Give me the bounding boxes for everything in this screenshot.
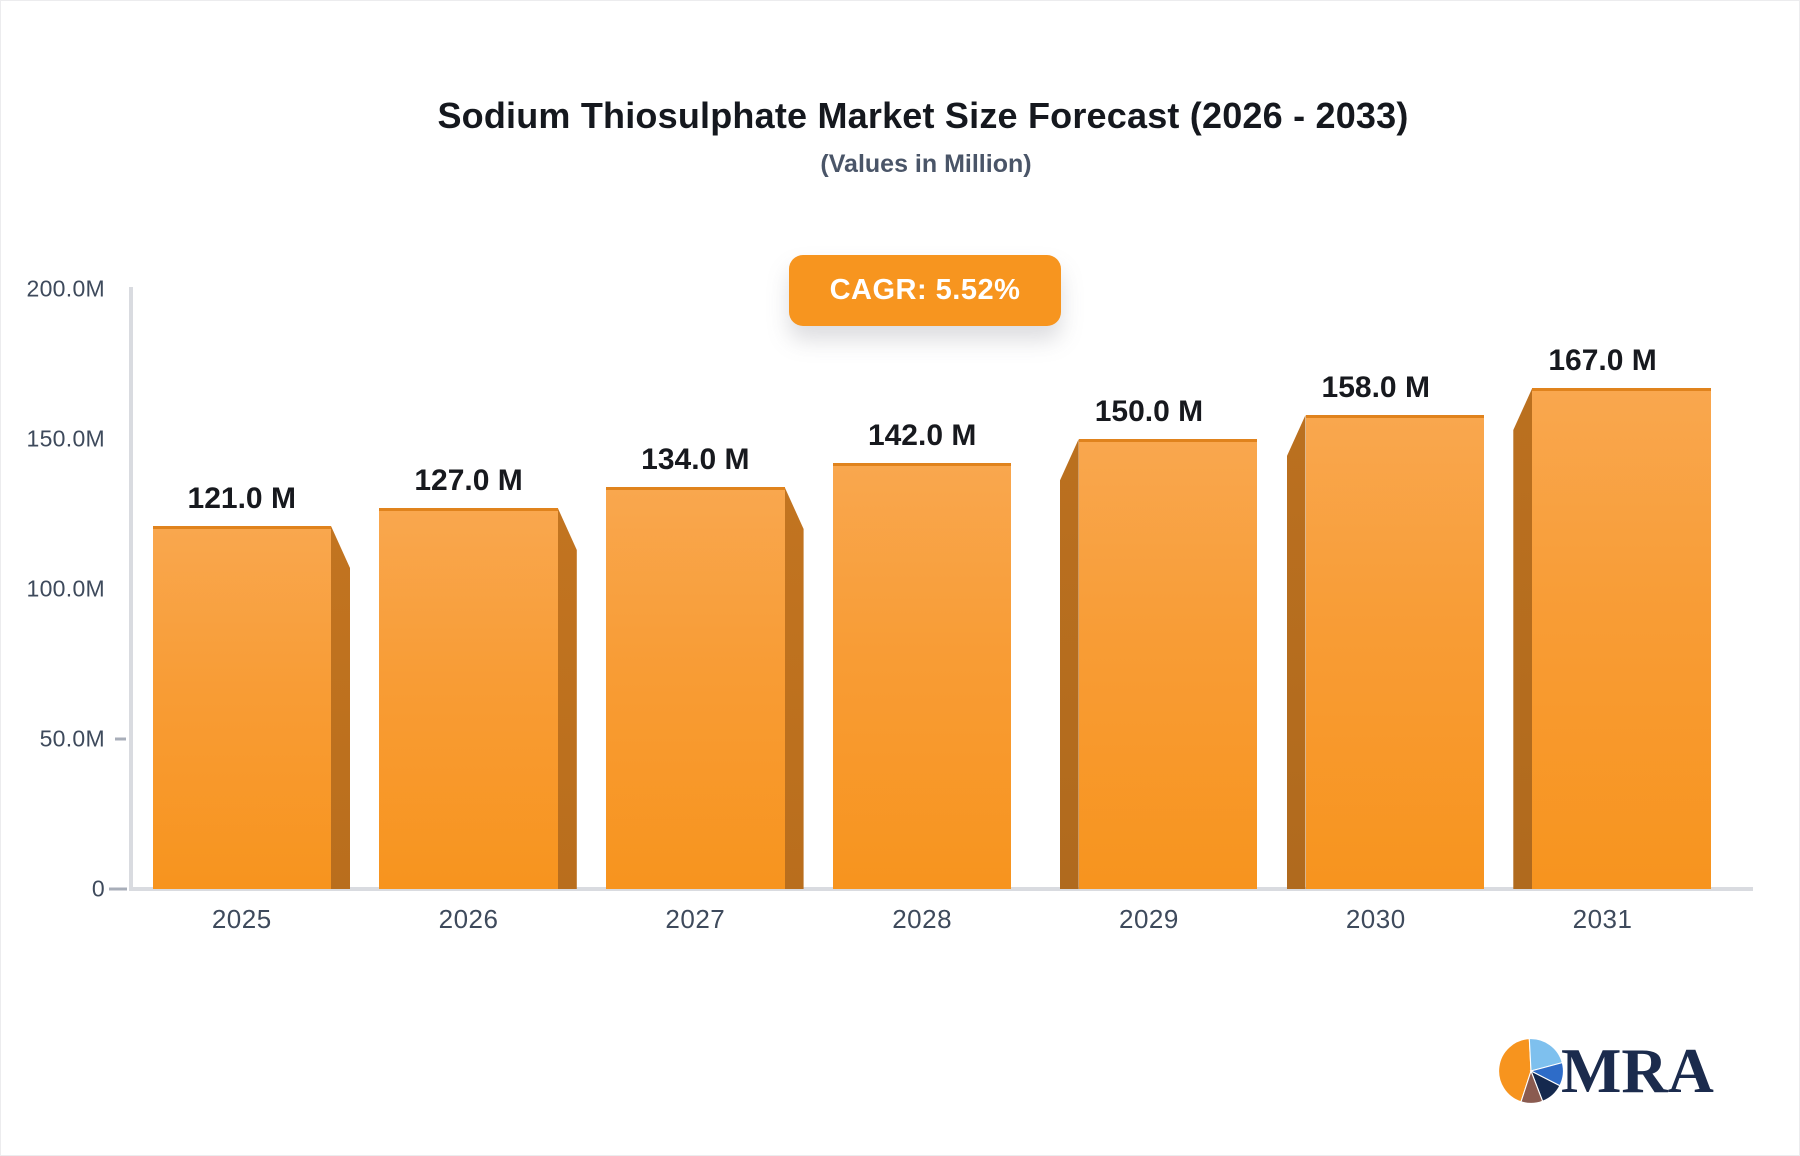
x-tick-label: 2026 bbox=[438, 904, 499, 934]
bar-side-right bbox=[784, 487, 804, 889]
x-tick-label: 2029 bbox=[1119, 904, 1179, 934]
x-axis-line bbox=[129, 887, 1753, 891]
mra-logo: MRA bbox=[1495, 1029, 1735, 1113]
bar-value-label: 167.0 M bbox=[1548, 344, 1657, 377]
y-tick-label: 200.0M bbox=[26, 275, 105, 302]
x-tick-label: 2028 bbox=[892, 904, 953, 934]
chart-title: Sodium Thiosulphate Market Size Forecast… bbox=[437, 95, 1409, 136]
logo-text: MRA bbox=[1561, 1035, 1714, 1106]
x-tick-label: 2030 bbox=[1345, 904, 1406, 934]
y-axis-line bbox=[129, 287, 133, 891]
bar-side-right bbox=[331, 526, 350, 889]
cagr-badge-label: CAGR: 5.52% bbox=[829, 274, 1021, 306]
bar-side-right bbox=[557, 508, 577, 889]
pie-slice bbox=[1528, 1038, 1563, 1072]
bar-face bbox=[832, 463, 1012, 889]
y-tick-label: 50.0M bbox=[39, 725, 105, 752]
bar-face bbox=[1078, 439, 1258, 889]
pie-slice bbox=[1520, 1069, 1544, 1104]
x-tick-label: 2027 bbox=[665, 904, 726, 934]
bar-value-label: 158.0 M bbox=[1321, 371, 1430, 404]
bar-face bbox=[606, 487, 785, 889]
bar-face bbox=[1532, 388, 1711, 889]
bar-value-label: 134.0 M bbox=[641, 443, 750, 476]
bar-face bbox=[152, 526, 331, 889]
pie-icon bbox=[1498, 1038, 1564, 1104]
y-tick-label: 100.0M bbox=[26, 575, 105, 602]
bar-side-left bbox=[1286, 415, 1306, 889]
bar-value-label: 150.0 M bbox=[1094, 395, 1204, 428]
bar-side-left bbox=[1513, 388, 1533, 889]
x-tick-label: 2031 bbox=[1572, 904, 1633, 934]
bar-face bbox=[1305, 415, 1484, 889]
bar-value-label: 142.0 M bbox=[867, 419, 977, 452]
x-tick-label: 2025 bbox=[211, 904, 272, 934]
y-tick-label: 0 bbox=[91, 875, 105, 902]
y-tick-label: 150.0M bbox=[26, 425, 105, 452]
bar-value-label: 127.0 M bbox=[414, 464, 523, 497]
y-tick-mark bbox=[115, 737, 126, 741]
y-tick-mark bbox=[109, 887, 127, 891]
cagr-badge: CAGR: 5.52% bbox=[789, 255, 1061, 326]
bar-side-left bbox=[1059, 439, 1079, 889]
bar-face bbox=[379, 508, 558, 889]
bar-value-label: 121.0 M bbox=[187, 482, 296, 515]
pie-slice bbox=[1498, 1038, 1532, 1103]
chart-subtitle: (Values in Million) bbox=[820, 150, 1032, 178]
